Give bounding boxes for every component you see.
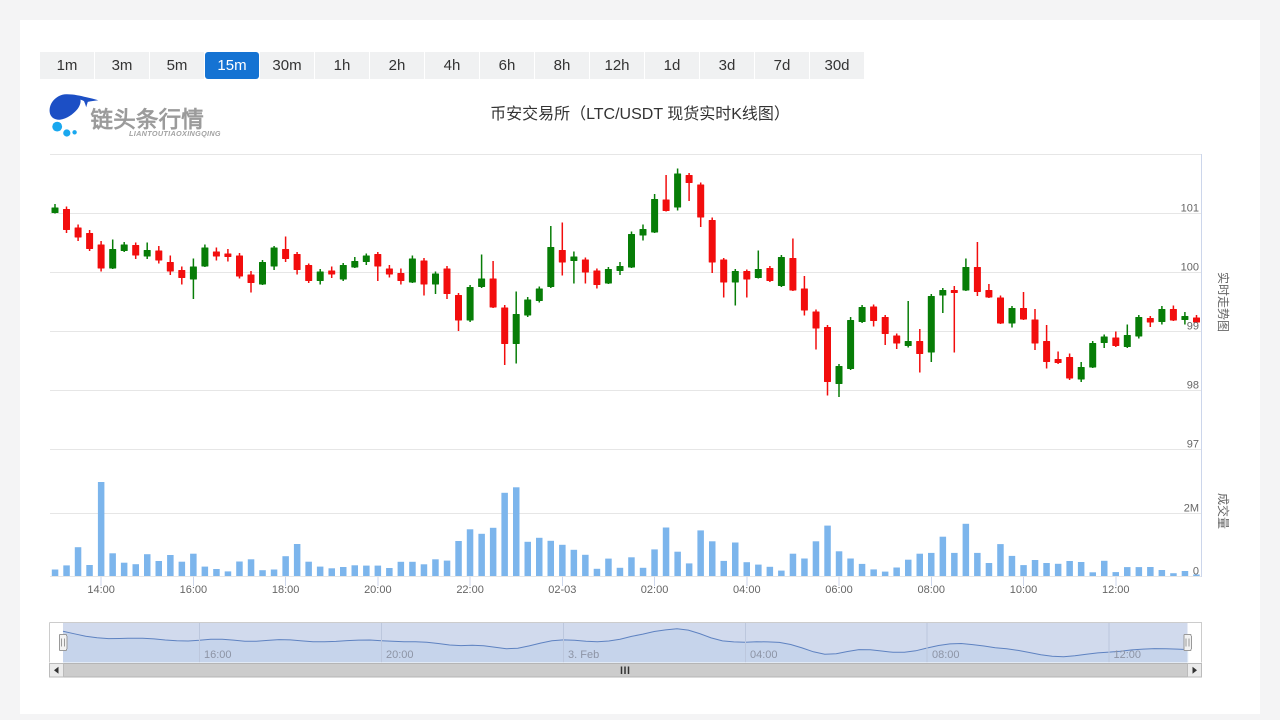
svg-text:08:00: 08:00 (918, 584, 946, 596)
svg-text:02:00: 02:00 (641, 584, 669, 596)
svg-text:成交量: 成交量 (1216, 493, 1231, 529)
svg-text:2M: 2M (1184, 503, 1199, 515)
svg-text:12:00: 12:00 (1114, 649, 1142, 661)
svg-text:99: 99 (1187, 321, 1199, 333)
svg-text:LIANTOUTIAOXINGQING: LIANTOUTIAOXINGQING (129, 129, 221, 138)
svg-text:10:00: 10:00 (1010, 584, 1038, 596)
svg-text:18:00: 18:00 (272, 584, 300, 596)
svg-text:06:00: 06:00 (825, 584, 853, 596)
svg-text:20:00: 20:00 (386, 649, 414, 661)
svg-text:16:00: 16:00 (204, 649, 232, 661)
svg-text:链头条行情: 链头条行情 (91, 107, 205, 133)
svg-text:02-03: 02-03 (548, 584, 576, 596)
svg-text:97: 97 (1187, 439, 1199, 451)
svg-text:100: 100 (1181, 262, 1199, 274)
svg-text:14:00: 14:00 (87, 584, 115, 596)
svg-text:0: 0 (1193, 566, 1199, 578)
svg-text:08:00: 08:00 (932, 649, 960, 661)
svg-text:20:00: 20:00 (364, 584, 392, 596)
svg-text:实时走势图: 实时走势图 (1216, 272, 1231, 332)
svg-text:22:00: 22:00 (456, 584, 484, 596)
svg-text:12:00: 12:00 (1102, 584, 1130, 596)
svg-text:04:00: 04:00 (733, 584, 761, 596)
svg-text:101: 101 (1181, 203, 1199, 215)
svg-text:16:00: 16:00 (180, 584, 208, 596)
svg-text:98: 98 (1187, 380, 1199, 392)
svg-text:04:00: 04:00 (750, 649, 778, 661)
svg-text:3. Feb: 3. Feb (568, 649, 599, 661)
